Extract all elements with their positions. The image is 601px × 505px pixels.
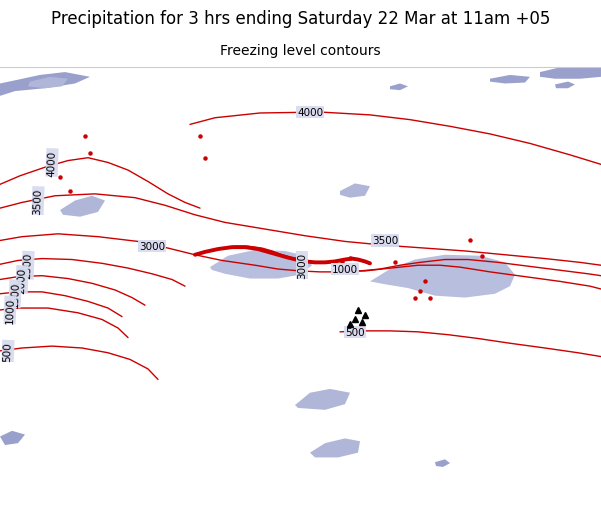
Polygon shape xyxy=(540,68,601,80)
Text: 500: 500 xyxy=(2,341,13,361)
Text: 1000: 1000 xyxy=(332,265,358,275)
Text: 3500: 3500 xyxy=(32,188,43,215)
Text: Precipitation for 3 hrs ending Saturday 22 Mar at 11am +05: Precipitation for 3 hrs ending Saturday … xyxy=(51,10,550,28)
Text: 2000: 2000 xyxy=(17,267,28,293)
Text: 1500: 1500 xyxy=(10,281,20,308)
Polygon shape xyxy=(340,184,370,198)
Text: 2500: 2500 xyxy=(23,252,34,279)
Polygon shape xyxy=(390,84,408,91)
Text: 3000: 3000 xyxy=(297,252,307,279)
Text: 500: 500 xyxy=(345,327,365,337)
Polygon shape xyxy=(310,438,360,458)
Polygon shape xyxy=(210,250,312,279)
Text: 4000: 4000 xyxy=(297,108,323,118)
Polygon shape xyxy=(295,389,350,410)
Text: 4000: 4000 xyxy=(46,150,58,176)
Polygon shape xyxy=(0,431,25,445)
Polygon shape xyxy=(0,68,90,96)
Polygon shape xyxy=(370,255,515,298)
Polygon shape xyxy=(555,82,575,89)
Polygon shape xyxy=(435,460,450,467)
Text: 3500: 3500 xyxy=(372,236,398,246)
Polygon shape xyxy=(490,76,530,84)
Text: 3000: 3000 xyxy=(139,242,165,251)
Polygon shape xyxy=(60,196,105,217)
Text: 1000: 1000 xyxy=(5,297,16,324)
Text: Freezing level contours: Freezing level contours xyxy=(220,44,381,58)
Polygon shape xyxy=(28,78,68,89)
